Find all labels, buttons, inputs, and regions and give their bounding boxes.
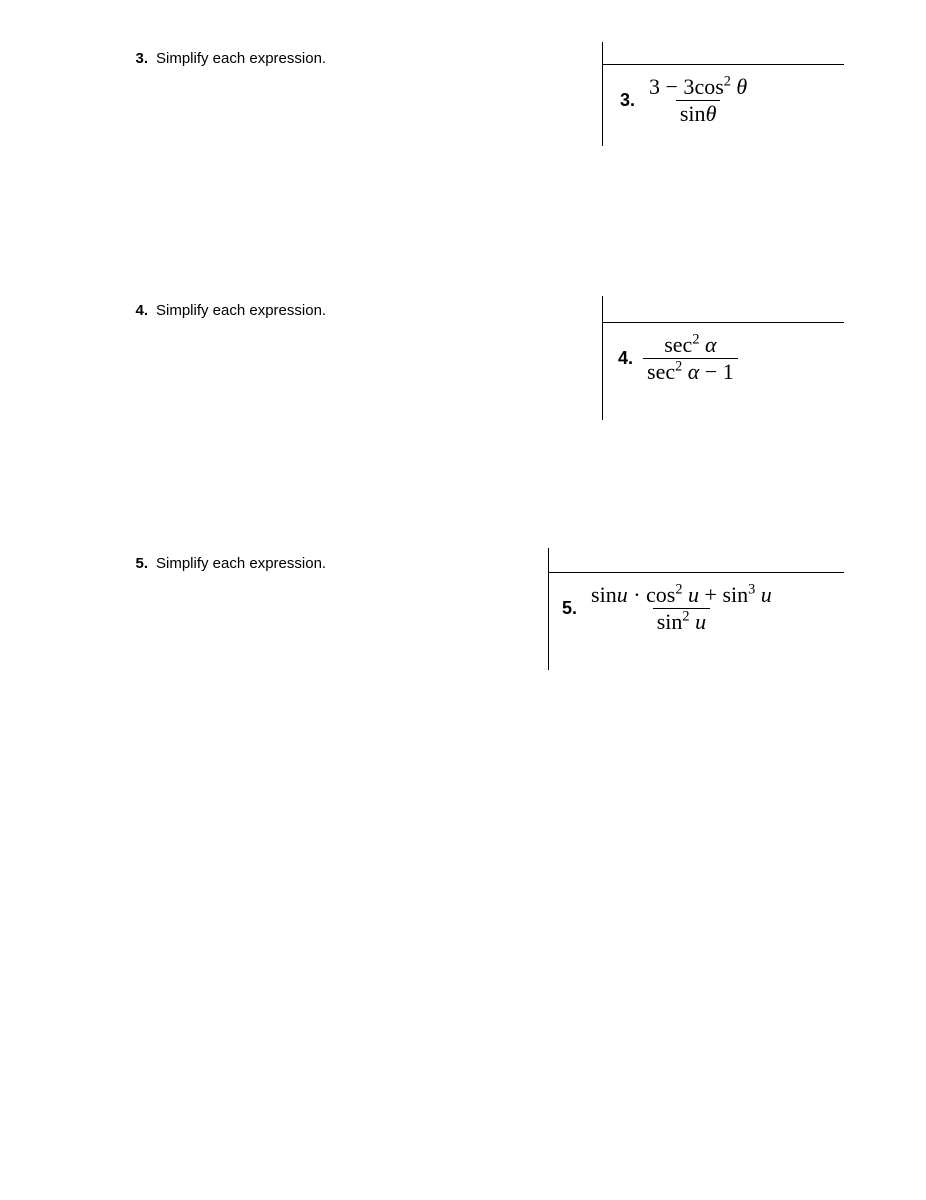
problem-4-expression: 4. sec2 α sec2 α − 1 (618, 334, 738, 383)
problem-3-expression-box: 3. 3 − 3cos2 θ sinθ (602, 42, 844, 146)
vertical-rule (548, 548, 549, 670)
numerator: sinu · cos2 u + sin3 u (587, 584, 776, 608)
numerator: sec2 α (660, 334, 720, 358)
problem-5-expression: 5. sinu · cos2 u + sin3 u sin2 u (562, 584, 776, 633)
horizontal-rule (602, 322, 844, 323)
fraction: sec2 α sec2 α − 1 (643, 334, 738, 383)
horizontal-rule (602, 64, 844, 65)
problem-4-number: 4. (120, 302, 148, 319)
numerator: 3 − 3cos2 θ (645, 76, 751, 100)
problem-3-number: 3. (120, 50, 148, 67)
denominator: sec2 α − 1 (643, 358, 738, 383)
fraction: 3 − 3cos2 θ sinθ (645, 76, 751, 125)
problem-4-expression-box: 4. sec2 α sec2 α − 1 (602, 296, 844, 420)
denominator: sin2 u (653, 608, 710, 633)
vertical-rule (602, 296, 603, 420)
expression-number: 5. (562, 598, 577, 619)
problem-3-expression: 3. 3 − 3cos2 θ sinθ (620, 76, 751, 125)
worksheet-page: 3. Simplify each expression. 3. 3 − 3cos… (0, 0, 926, 1200)
expression-number: 3. (620, 90, 635, 111)
problem-5-expression-box: 5. sinu · cos2 u + sin3 u sin2 u (548, 548, 844, 670)
denominator: sinθ (676, 100, 721, 125)
fraction: sinu · cos2 u + sin3 u sin2 u (587, 584, 776, 633)
horizontal-rule (548, 572, 844, 573)
expression-number: 4. (618, 348, 633, 369)
problem-5-number: 5. (120, 555, 148, 572)
vertical-rule (602, 42, 603, 146)
